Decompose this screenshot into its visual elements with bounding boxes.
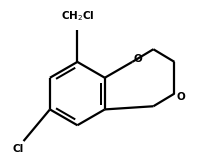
Text: Cl: Cl — [13, 144, 24, 154]
Text: CH$_2$Cl: CH$_2$Cl — [61, 9, 94, 23]
Text: O: O — [134, 54, 143, 64]
Text: O: O — [176, 92, 185, 102]
